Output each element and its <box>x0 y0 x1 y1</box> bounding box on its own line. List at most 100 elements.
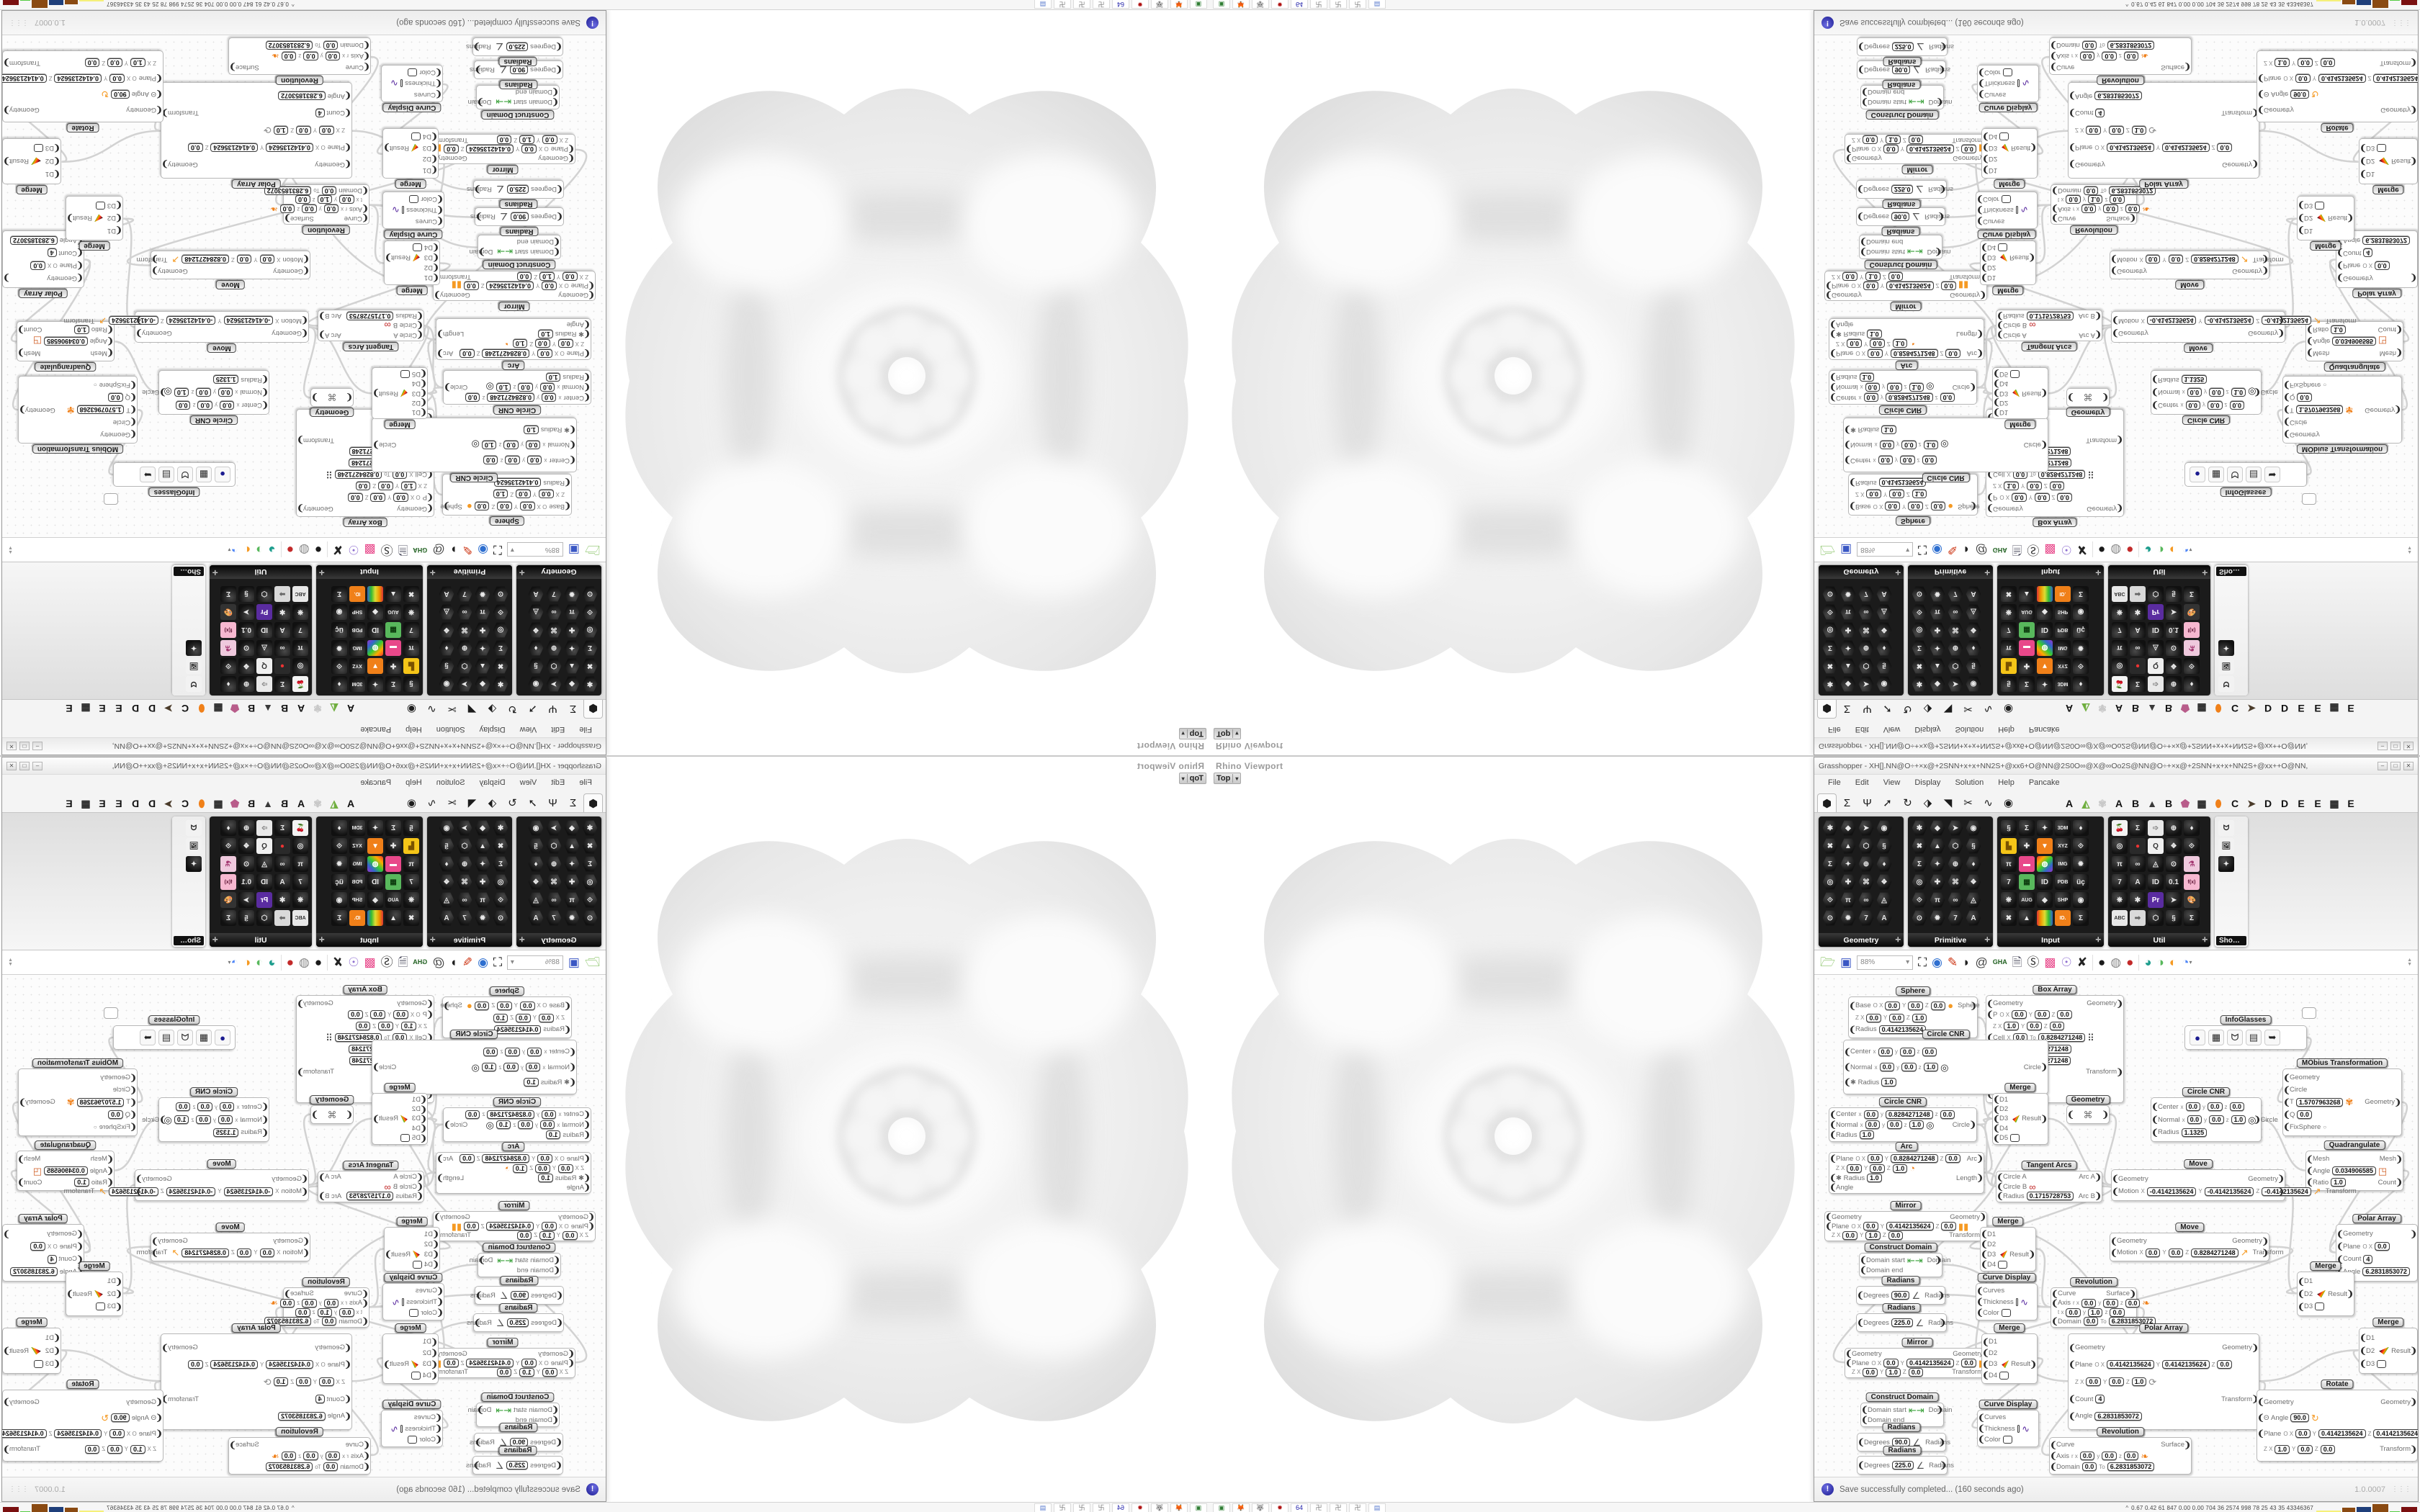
component-icon[interactable]: Q <box>2148 658 2164 674</box>
node-revolution[interactable]: Revolution ❨ Curve Surface ❩ ❨ Axis r x 0.0 y 0.0 z… <box>228 1427 371 1475</box>
lathe-icon[interactable]: ◗ <box>1963 543 1971 557</box>
input-port[interactable]: ❨ <box>2283 429 2291 440</box>
component-icon[interactable]: ✱ <box>2130 604 2146 620</box>
output-port[interactable]: ❩ <box>372 388 380 399</box>
preview-custom-4-icon[interactable]: ◔ ▾ <box>228 955 238 969</box>
input-port[interactable]: ❨ <box>2283 1084 2291 1095</box>
input-port[interactable]: ❨ <box>302 266 310 276</box>
menu-item-view[interactable]: View <box>519 778 537 787</box>
output-port[interactable]: ❩ <box>2346 1289 2354 1299</box>
component-icon[interactable]: ⬡ <box>1948 658 1963 674</box>
input-port[interactable]: ❨ <box>155 1428 163 1439</box>
menu-item-edit[interactable]: Edit <box>551 725 565 734</box>
component-icon[interactable]: ♦ <box>1966 640 1981 656</box>
output-port[interactable]: ❩ <box>151 1247 159 1258</box>
input-port[interactable]: ❨ <box>1829 1130 1837 1140</box>
value-chip[interactable]: 0.0 <box>2081 204 2097 214</box>
viewport-projection-dropdown[interactable]: Top ▾ <box>1178 728 1206 739</box>
infoglasses-icon[interactable]: ᗢ <box>2227 467 2243 482</box>
infoglasses-icon[interactable]: ▦ <box>196 1030 212 1045</box>
component-icon[interactable]: ✖ <box>493 838 508 854</box>
output-port[interactable]: ❩ <box>2094 330 2102 341</box>
menu-item-file[interactable]: File <box>1828 725 1841 734</box>
input-port[interactable]: ❨ <box>2298 1301 2305 1312</box>
component-icon[interactable]: ⬡ <box>546 838 562 854</box>
taskbar-app-plugin-window-1[interactable]: 卍 <box>1310 1503 1327 1512</box>
component-icon[interactable]: Σ <box>2184 910 2200 926</box>
value-chip[interactable]: 4 <box>2363 248 2373 258</box>
value-chip[interactable]: 0.0 <box>2208 1102 2223 1112</box>
component-icon[interactable]: ♦ <box>220 676 236 692</box>
component-icon[interactable]: 0.1 <box>238 622 254 638</box>
zoom-level-combobox[interactable]: 88% ▾ <box>1857 542 1914 557</box>
output-port[interactable]: ❩ <box>135 1186 143 1197</box>
output-port[interactable]: ❩ <box>17 1177 25 1188</box>
input-port[interactable]: ❨ <box>1976 1297 1984 1307</box>
taskbar-app-firefox[interactable]: 🦊 <box>1232 1503 1250 1512</box>
input-port[interactable]: ❨ <box>1857 1460 1865 1470</box>
value-chip[interactable]: 0.0 <box>505 456 520 465</box>
definition-canvas[interactable]: Sphere ❨ Base O X 0.0 Y 0.0 Z 0.0 ● Sphere ❩ Z X 0.0 Y… <box>2 975 606 1477</box>
input-port[interactable]: ❨ <box>555 1290 563 1300</box>
taskbar-app-red-logo-app[interactable]: ✹ <box>1131 1503 1149 1512</box>
tab-surface[interactable]: ⬗ <box>488 703 497 715</box>
component-icon[interactable]: π <box>564 604 580 620</box>
value-chip[interactable]: 0.0 <box>518 383 533 392</box>
sketch-tool-icon[interactable]: ✎ <box>462 543 473 557</box>
component-icon[interactable]: ♦ <box>331 676 347 692</box>
tab-params[interactable]: ⬢ <box>583 700 603 719</box>
value-chip[interactable]: 0.0 <box>339 195 354 204</box>
component-icon[interactable]: ● <box>274 838 290 854</box>
value-chip[interactable]: 0.0 <box>525 1063 541 1071</box>
input-port[interactable]: ❨ <box>2257 104 2265 115</box>
component-icon[interactable]: Σ <box>2073 586 2089 602</box>
value-chip[interactable]: 0.0 <box>281 1452 297 1460</box>
input-port[interactable]: ❨ <box>1849 1024 1857 1035</box>
component-icon[interactable]: ● <box>2130 658 2146 674</box>
input-port[interactable]: ❨ <box>1860 1265 1868 1276</box>
component-icon[interactable]: ∞ <box>546 892 562 908</box>
plugin-tab-3[interactable]: A <box>297 703 305 714</box>
input-port[interactable]: ❨ <box>1978 1423 1986 1434</box>
value-chip[interactable]: 0.0 <box>236 255 252 264</box>
component-icon[interactable]: ✖ <box>582 838 598 854</box>
input-port[interactable]: ❨ <box>419 397 427 408</box>
plugin-tab-0[interactable]: A <box>346 798 355 809</box>
output-port[interactable]: ❩ <box>161 1342 169 1353</box>
output-port[interactable]: ❩ <box>2094 1191 2102 1202</box>
maximize-button[interactable]: □ <box>19 761 30 770</box>
value-chip[interactable]: 0.0 <box>1863 393 1879 402</box>
input-port[interactable]: ❨ <box>1996 310 2004 321</box>
value-chip[interactable]: 0.0 <box>516 1230 532 1240</box>
tab-vector[interactable]: ➚ <box>1883 797 1892 809</box>
input-port[interactable]: ❨ <box>1857 212 1865 222</box>
output-port[interactable]: ❩ <box>3 1346 11 1356</box>
viewport-projection-dropdown[interactable]: Top ▾ <box>1214 773 1242 784</box>
value-chip[interactable]: 1.0 <box>174 1115 189 1124</box>
value-chip[interactable]: 6.2831853072 <box>265 1462 313 1472</box>
component-icon[interactable]: ✱ <box>582 820 598 836</box>
output-port[interactable]: ❩ <box>284 1288 292 1299</box>
value-chip[interactable]: 0.0 <box>2083 1317 2099 1326</box>
input-port[interactable]: ❨ <box>261 374 269 385</box>
input-port[interactable]: ❨ <box>1829 1173 1837 1183</box>
plugin-tab-13[interactable]: D <box>131 798 140 809</box>
value-chip[interactable]: 0.0 <box>2185 400 2201 410</box>
value-chip[interactable]: 1.0 <box>1912 490 1927 499</box>
value-chip[interactable]: 0.0 <box>2110 195 2125 204</box>
value-chip[interactable]: -0.4142135624 <box>166 1187 216 1196</box>
value-chip[interactable]: 0.0 <box>1908 135 1924 145</box>
value-chip[interactable]: 0.0 <box>1863 1367 1878 1377</box>
value-chip[interactable]: 1.0 <box>317 1308 333 1317</box>
node-m-bius-transformation[interactable]: MÖbius Transformation ❨ Geometry ❨ Circle ❨ T 1… <box>18 376 138 454</box>
component-icon[interactable]: ◬ <box>528 604 544 620</box>
output-port[interactable]: ❩ <box>229 62 237 73</box>
tab-maths[interactable]: Σ <box>1843 703 1851 716</box>
value-chip[interactable]: 0.0 <box>1887 383 1902 392</box>
plugin-tab-4[interactable]: B <box>2131 703 2140 714</box>
plugin-tab-17[interactable]: E <box>2347 703 2354 714</box>
input-port[interactable]: ❨ <box>1982 165 1990 176</box>
value-chip[interactable]: 0.0 <box>2229 400 2245 410</box>
output-port[interactable]: ❩ <box>151 1236 159 1246</box>
component-icon[interactable]: ▲ <box>475 658 490 674</box>
